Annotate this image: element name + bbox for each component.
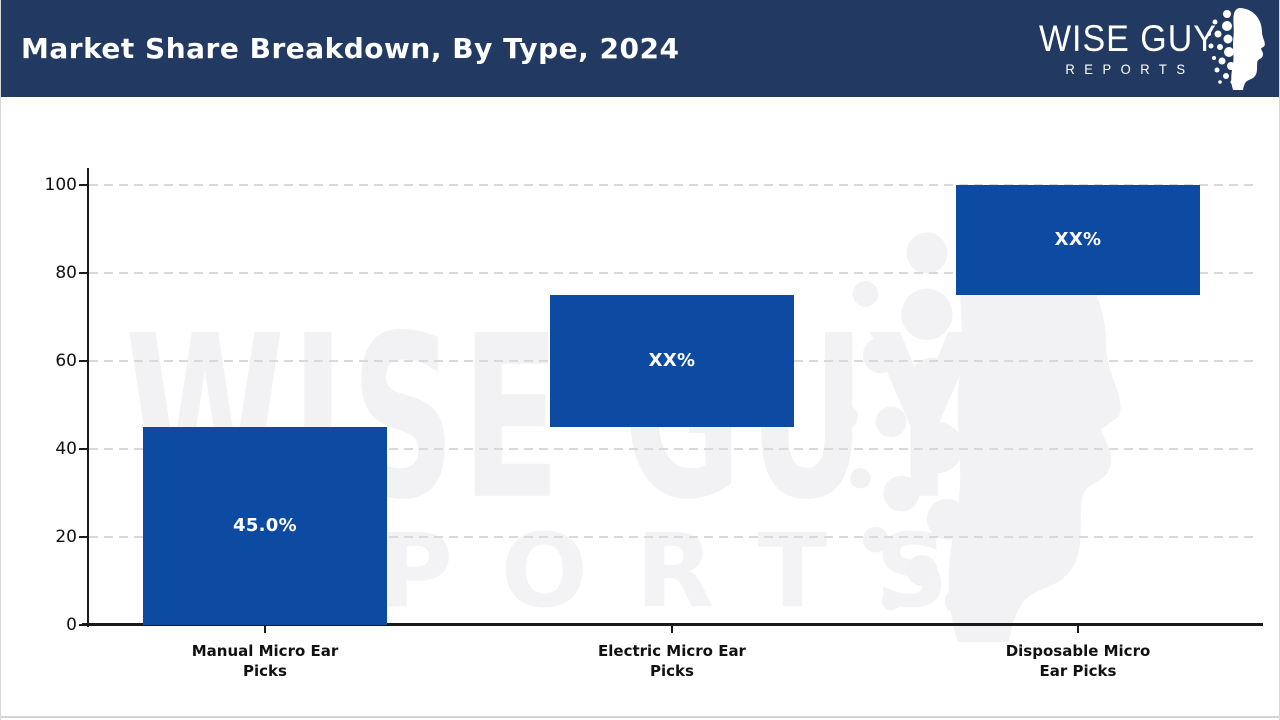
x-category-label-line: Disposable Micro — [1005, 642, 1151, 660]
y-tick-label: 0 — [66, 615, 77, 635]
bar-1: 45.0% — [143, 426, 387, 625]
y-tick-mark — [79, 359, 87, 362]
y-axis-line — [87, 168, 89, 627]
face-logo-icon — [1207, 7, 1265, 90]
x-category-label-line: Electric Micro Ear — [598, 642, 746, 660]
bar-value-label: XX% — [648, 350, 696, 372]
y-tick-label: 20 — [55, 526, 77, 547]
gridline-40 — [89, 447, 1257, 450]
plot-area: 0 20 40 60 80 100 45.0% XX% XX% Manual Micro Ear P… — [45, 168, 1263, 680]
y-tick-mark — [79, 535, 87, 538]
y-tick-label: 40 — [55, 438, 77, 459]
x-category-label: Electric Micro Ear Picks — [542, 641, 802, 681]
logo-text: WISE GUY REPORTS — [1039, 20, 1217, 76]
wiseguy-logo: WISE GUY REPORTS — [1039, 7, 1267, 91]
x-category-label: Manual Micro Ear Picks — [135, 641, 395, 681]
x-tick-mark — [1077, 626, 1079, 633]
gridline-20 — [89, 535, 1257, 538]
gridline-100 — [89, 183, 1257, 186]
x-axis-line — [82, 623, 1263, 626]
x-category-label-line: Manual Micro Ear — [191, 642, 339, 660]
gridline-80 — [89, 271, 1257, 274]
x-category-label-line: Ear Picks — [1039, 662, 1117, 680]
logo-wordmark: WISE GUY — [1038, 18, 1217, 60]
x-category-label: Disposable Micro Ear Picks — [948, 641, 1208, 681]
x-category-label-line: Picks — [243, 662, 287, 680]
bar-3: XX% — [956, 184, 1200, 295]
bottom-rule — [1, 716, 1279, 718]
page-title: Market Share Breakdown, By Type, 2024 — [21, 32, 680, 65]
y-tick-label: 60 — [55, 350, 77, 371]
bar-value-label: XX% — [1054, 229, 1102, 251]
y-tick-mark — [79, 624, 87, 626]
x-tick-mark — [264, 626, 266, 633]
y-tick-mark — [79, 271, 87, 274]
bar-2: XX% — [550, 294, 794, 427]
logo-subtitle: REPORTS — [1065, 60, 1195, 77]
y-tick-label: 80 — [55, 262, 77, 283]
header: Market Share Breakdown, By Type, 2024 WI… — [1, 0, 1279, 97]
x-tick-mark — [671, 626, 673, 633]
y-tick-label: 100 — [44, 174, 77, 195]
y-tick-mark — [79, 447, 87, 450]
y-tick-mark — [79, 183, 87, 186]
bar-value-label: 45.0% — [233, 515, 297, 537]
x-category-label-line: Picks — [650, 662, 694, 680]
